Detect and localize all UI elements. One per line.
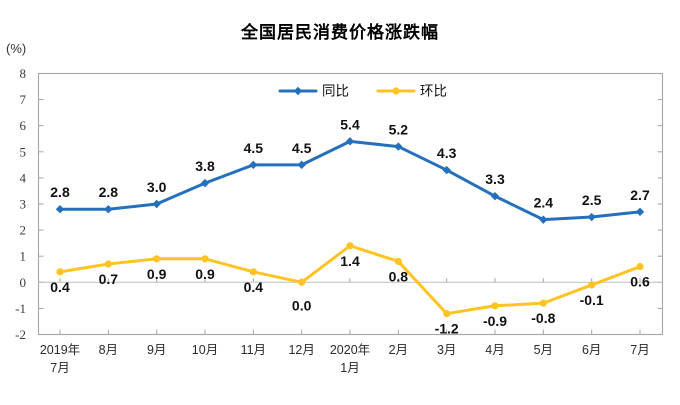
x-tick-label-line2: 1月 xyxy=(340,361,359,375)
data-label: 3.0 xyxy=(147,179,167,195)
data-point-marker xyxy=(394,257,402,266)
data-label: 0.4 xyxy=(50,279,70,295)
data-label: 2.7 xyxy=(630,187,650,203)
data-point-marker xyxy=(200,178,210,188)
legend-label-同比: 同比 xyxy=(322,84,349,99)
legend-label-环比: 环比 xyxy=(420,84,447,99)
x-tick-label: 5月 xyxy=(534,343,553,357)
y-tick-label: -1 xyxy=(15,301,26,316)
data-point-marker xyxy=(491,302,499,310)
legend-marker xyxy=(392,87,400,95)
data-label: 0.9 xyxy=(147,266,167,282)
data-point-marker xyxy=(104,205,113,214)
plot-area-frame xyxy=(37,72,664,336)
data-point-marker xyxy=(104,260,112,268)
x-axis-tickmarks xyxy=(59,278,641,335)
y-tick-label: 1 xyxy=(20,249,27,264)
data-label: -0.8 xyxy=(531,310,555,326)
data-point-marker xyxy=(345,137,355,146)
data-label: 4.5 xyxy=(292,140,312,156)
data-label: 0.4 xyxy=(244,279,264,295)
data-point-marker xyxy=(298,278,306,286)
x-tick-label: 2月 xyxy=(389,343,408,357)
data-point-marker xyxy=(443,310,451,318)
data-point-marker xyxy=(249,268,257,276)
data-point-marker xyxy=(55,205,65,214)
chart-legend: 同比 环比 xyxy=(278,84,447,99)
data-point-marker xyxy=(636,263,644,271)
x-tick-label: 7月 xyxy=(630,343,649,357)
data-point-marker xyxy=(346,242,354,250)
x-tick-label: 9月 xyxy=(147,343,166,357)
legend-marker xyxy=(293,86,303,96)
y-tick-label: 5 xyxy=(20,144,27,159)
y-tick-label: 6 xyxy=(20,118,27,133)
data-point-marker xyxy=(152,199,161,209)
data-label: 1.4 xyxy=(340,253,360,269)
data-label: 5.2 xyxy=(389,122,409,138)
data-label: 0.0 xyxy=(292,297,312,313)
data-label: 0.8 xyxy=(389,268,409,284)
series-layer xyxy=(55,137,645,318)
data-label: 0.7 xyxy=(99,271,119,287)
data-label: 4.5 xyxy=(244,140,264,156)
x-tick-label: 2019年 xyxy=(40,343,80,357)
data-label: -0.9 xyxy=(483,313,507,329)
y-tick-label: 8 xyxy=(20,66,27,81)
x-tick-label: 2020年 xyxy=(330,343,370,357)
y-tick-label: 0 xyxy=(20,275,27,290)
y-tick-label: 4 xyxy=(20,170,27,185)
x-axis-tick-labels: 2019年 7月 8月 9月 10月 11月 12月 2020年 1月 2月 3月 4月 5月 6月 7月 xyxy=(40,343,650,375)
data-point-marker xyxy=(539,299,547,307)
data-label: 2.5 xyxy=(582,192,602,208)
data-point-marker xyxy=(249,160,258,170)
x-tick-label: 12月 xyxy=(288,343,314,357)
data-label: 0.6 xyxy=(630,274,650,290)
y-tick-label: 2 xyxy=(20,223,27,238)
data-point-marker xyxy=(588,281,596,289)
x-tick-label: 3月 xyxy=(437,343,456,357)
x-tick-label: 4月 xyxy=(485,343,504,357)
y-axis-tick-labels: 8 7 6 5 4 3 2 1 0 -1 -2 xyxy=(15,66,26,342)
data-label: 3.8 xyxy=(195,158,215,174)
y-axis-unit-label: (%) xyxy=(6,41,27,56)
data-point-marker xyxy=(394,142,403,151)
chart-title: 全国居民消费价格涨跌幅 xyxy=(241,23,439,42)
x-tick-label: 6月 xyxy=(582,343,601,357)
data-point-marker xyxy=(587,212,596,222)
data-point-marker xyxy=(539,215,548,224)
data-label: 4.3 xyxy=(437,145,457,161)
data-point-marker xyxy=(490,191,500,201)
data-label: -1.2 xyxy=(435,321,459,337)
data-label: 2.4 xyxy=(534,195,554,211)
y-tick-label: 3 xyxy=(20,197,27,212)
x-tick-label: 8月 xyxy=(99,343,118,357)
data-label: 3.3 xyxy=(485,171,505,187)
x-tick-label: 10月 xyxy=(192,343,218,357)
data-label: 0.9 xyxy=(195,266,215,282)
x-tick-label: 11月 xyxy=(241,343,266,357)
x-tick-label-line2: 7月 xyxy=(50,361,69,375)
data-point-marker xyxy=(56,268,64,276)
data-label: 5.4 xyxy=(340,116,360,132)
data-point-marker xyxy=(635,207,645,217)
data-point-marker xyxy=(153,255,161,263)
y-tick-label: -2 xyxy=(15,327,26,342)
data-label: 2.8 xyxy=(50,184,70,200)
data-point-marker xyxy=(442,165,451,175)
data-point-marker xyxy=(297,160,306,170)
y-tick-label: 7 xyxy=(20,92,27,107)
data-labels-layer: 2.8 2.8 3.0 3.8 4.5 4.5 5.4 5.2 4.3 3.3 2.4 2.5 2.7 0… xyxy=(50,116,650,336)
data-label: 2.8 xyxy=(99,184,119,200)
data-point-marker xyxy=(201,255,209,263)
data-label: -0.1 xyxy=(580,292,604,308)
